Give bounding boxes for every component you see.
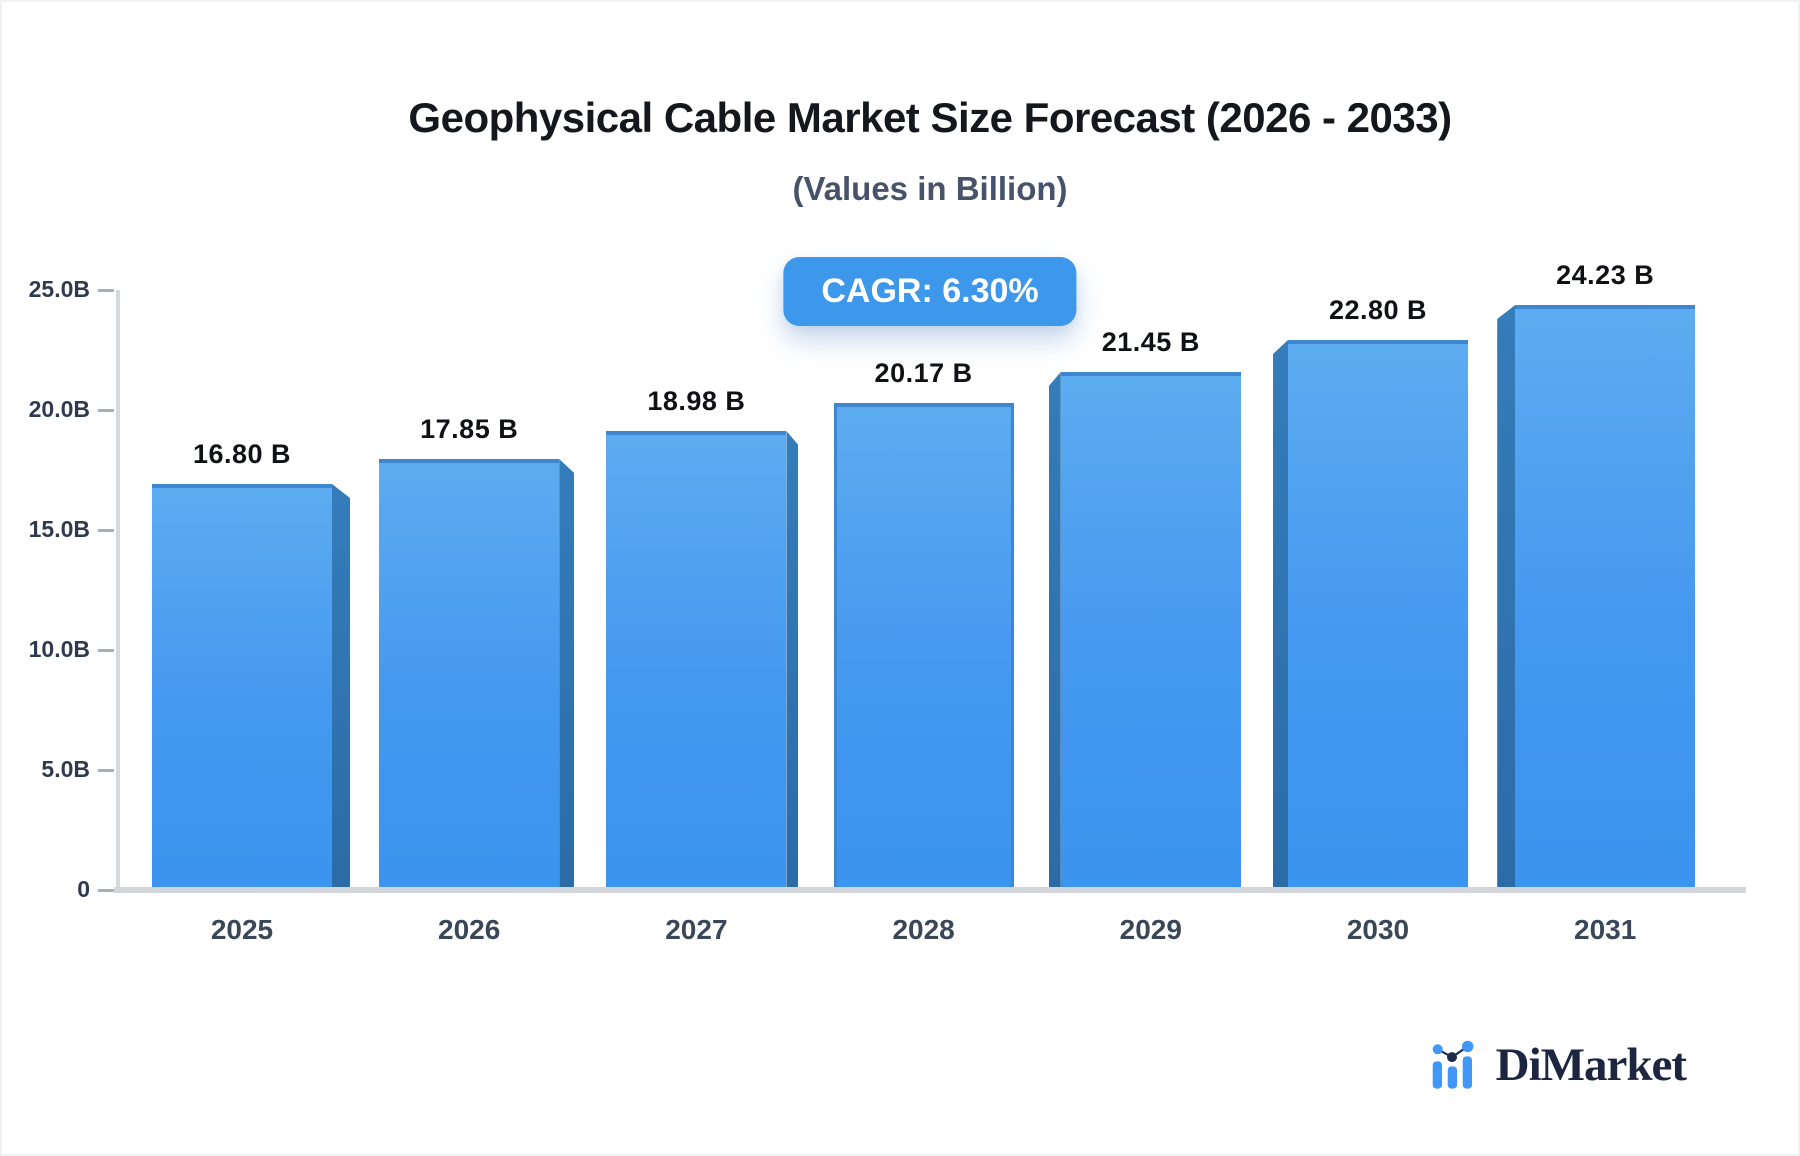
bar-2027-3d-side bbox=[786, 431, 799, 887]
x-tick-label-2025: 2025 bbox=[210, 914, 274, 945]
bar-value-label: 18.98 B bbox=[647, 386, 746, 416]
bar-2025-3d-side bbox=[332, 484, 350, 887]
dimarket-logo: DiMarket bbox=[1432, 1038, 1687, 1092]
y-tick-mark bbox=[98, 889, 114, 892]
bar-2029 bbox=[1060, 372, 1241, 887]
chart-title: Geophysical Cable Market Size Forecast (… bbox=[408, 94, 1452, 141]
bar-2029-3d-side bbox=[1048, 372, 1061, 887]
y-axis-line bbox=[116, 290, 120, 893]
bar-2027 bbox=[606, 431, 787, 887]
y-tick-mark bbox=[98, 529, 114, 532]
y-tick-mark bbox=[98, 289, 114, 292]
x-tick-label-2031: 2031 bbox=[1574, 914, 1637, 945]
x-tick-label-2030: 2030 bbox=[1346, 914, 1410, 945]
y-tick-mark bbox=[98, 649, 114, 652]
mini-bar-chart-icon bbox=[1432, 1040, 1474, 1089]
cagr-badge: CAGR: 6.30% bbox=[783, 257, 1077, 326]
bar-value-label: 20.17 B bbox=[874, 358, 973, 388]
bar-value-label: 17.85 B bbox=[420, 414, 519, 444]
y-tick-label: 10.0B bbox=[28, 636, 90, 662]
bar-2031-3d-side bbox=[1497, 305, 1516, 887]
y-tick-mark bbox=[98, 409, 114, 412]
bar-2026-3d-side bbox=[559, 459, 575, 887]
x-axis-baseline bbox=[114, 887, 1746, 893]
x-tick-label-2029: 2029 bbox=[1119, 914, 1182, 945]
bar-2030 bbox=[1288, 340, 1468, 887]
chart-subtitle: (Values in Billion) bbox=[792, 170, 1068, 207]
y-tick-label: 5.0B bbox=[41, 756, 90, 782]
bar-2031 bbox=[1515, 305, 1696, 887]
x-tick-label-2028: 2028 bbox=[892, 914, 955, 945]
bar-value-label: 21.45 B bbox=[1101, 327, 1200, 357]
y-tick-label: 15.0B bbox=[28, 516, 90, 542]
y-tick-mark bbox=[98, 769, 114, 772]
bar-2026 bbox=[379, 459, 560, 887]
x-tick-label-2026: 2026 bbox=[438, 914, 501, 945]
y-tick-label: 20.0B bbox=[28, 396, 90, 422]
dimarket-logo-text: DiMarket bbox=[1495, 1039, 1687, 1091]
bar-2030-3d-side bbox=[1273, 340, 1288, 887]
y-tick-label: 25.0B bbox=[28, 276, 90, 302]
bar-value-label: 22.80 B bbox=[1328, 295, 1428, 325]
bar-value-label: 16.80 B bbox=[192, 439, 292, 469]
bar-2025 bbox=[152, 484, 332, 887]
bar-2028 bbox=[833, 403, 1014, 887]
y-tick-label: 0 bbox=[77, 876, 90, 902]
x-tick-label-2027: 2027 bbox=[665, 914, 728, 945]
bar-value-label: 24.23 B bbox=[1556, 260, 1655, 290]
